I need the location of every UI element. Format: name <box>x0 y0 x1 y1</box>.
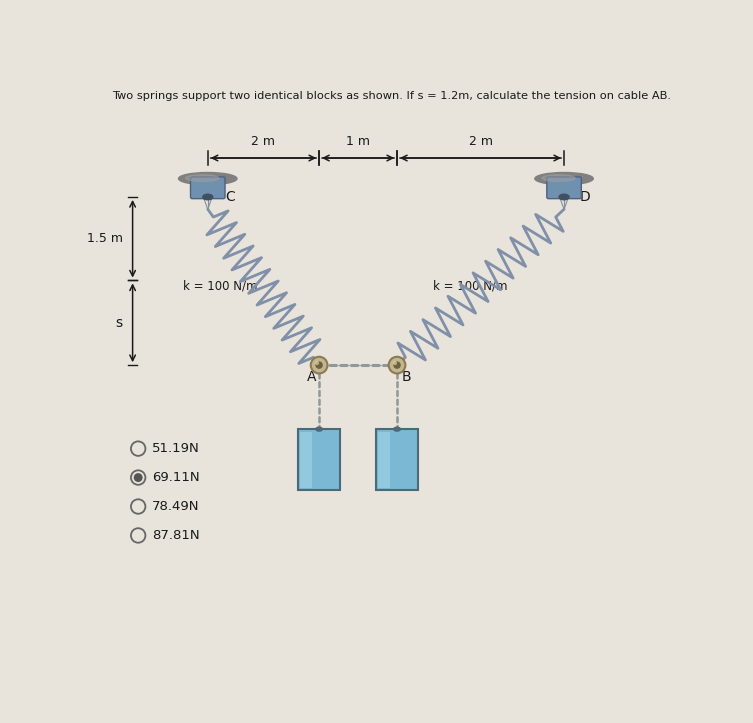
Text: 87.81N: 87.81N <box>152 529 200 542</box>
FancyBboxPatch shape <box>300 432 312 487</box>
Text: s: s <box>115 316 123 330</box>
FancyBboxPatch shape <box>379 432 390 487</box>
Circle shape <box>393 361 397 365</box>
Text: 1 m: 1 m <box>346 135 370 148</box>
Circle shape <box>311 356 328 374</box>
Circle shape <box>393 362 401 369</box>
Text: 51.19N: 51.19N <box>152 442 200 455</box>
Text: k = 100 N/m: k = 100 N/m <box>433 280 508 293</box>
Ellipse shape <box>542 175 575 181</box>
FancyBboxPatch shape <box>376 429 418 490</box>
Ellipse shape <box>185 175 219 181</box>
FancyBboxPatch shape <box>298 429 340 490</box>
FancyBboxPatch shape <box>191 177 225 199</box>
Ellipse shape <box>535 173 593 185</box>
Ellipse shape <box>203 194 213 200</box>
Ellipse shape <box>559 194 569 200</box>
FancyBboxPatch shape <box>547 177 581 199</box>
Text: C: C <box>226 190 236 204</box>
Text: 69.11N: 69.11N <box>152 471 200 484</box>
Circle shape <box>316 362 323 369</box>
Text: 2 m: 2 m <box>468 135 492 148</box>
Ellipse shape <box>394 427 401 431</box>
Text: A: A <box>307 369 316 384</box>
Ellipse shape <box>316 427 322 431</box>
Text: D: D <box>580 190 590 204</box>
Text: Two springs support two identical blocks as shown. If s = 1.2m, calculate the te: Two springs support two identical blocks… <box>112 91 671 101</box>
Circle shape <box>134 473 142 482</box>
Circle shape <box>389 356 405 374</box>
Ellipse shape <box>178 173 237 185</box>
Text: 78.49N: 78.49N <box>152 500 200 513</box>
Text: B: B <box>401 369 411 384</box>
Circle shape <box>315 361 319 365</box>
Text: k = 100 N/m: k = 100 N/m <box>183 280 258 293</box>
Text: 2 m: 2 m <box>252 135 276 148</box>
Text: 1.5 m: 1.5 m <box>87 232 123 245</box>
